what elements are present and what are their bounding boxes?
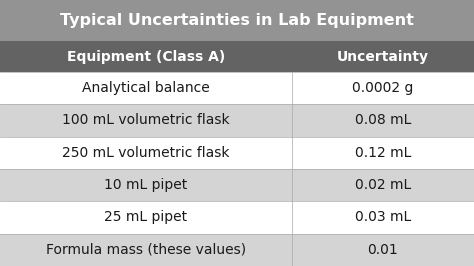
FancyBboxPatch shape (0, 0, 474, 41)
Text: 0.0002 g: 0.0002 g (352, 81, 413, 95)
Text: 250 mL volumetric flask: 250 mL volumetric flask (62, 146, 229, 160)
Text: 10 mL pipet: 10 mL pipet (104, 178, 187, 192)
FancyBboxPatch shape (0, 136, 474, 169)
FancyBboxPatch shape (0, 169, 474, 201)
FancyBboxPatch shape (0, 234, 474, 266)
FancyBboxPatch shape (0, 72, 474, 104)
Text: 0.02 mL: 0.02 mL (355, 178, 411, 192)
Text: 0.01: 0.01 (367, 243, 398, 257)
Text: Analytical balance: Analytical balance (82, 81, 210, 95)
FancyBboxPatch shape (0, 104, 474, 136)
FancyBboxPatch shape (0, 41, 474, 72)
Text: Typical Uncertainties in Lab Equipment: Typical Uncertainties in Lab Equipment (60, 13, 414, 28)
Text: Formula mass (these values): Formula mass (these values) (46, 243, 246, 257)
Text: Equipment (Class A): Equipment (Class A) (67, 49, 225, 64)
Text: 0.08 mL: 0.08 mL (355, 113, 411, 127)
Text: Uncertainty: Uncertainty (337, 49, 429, 64)
Text: 100 mL volumetric flask: 100 mL volumetric flask (62, 113, 229, 127)
Text: 0.12 mL: 0.12 mL (355, 146, 411, 160)
FancyBboxPatch shape (0, 201, 474, 234)
Text: 25 mL pipet: 25 mL pipet (104, 210, 187, 225)
Text: 0.03 mL: 0.03 mL (355, 210, 411, 225)
